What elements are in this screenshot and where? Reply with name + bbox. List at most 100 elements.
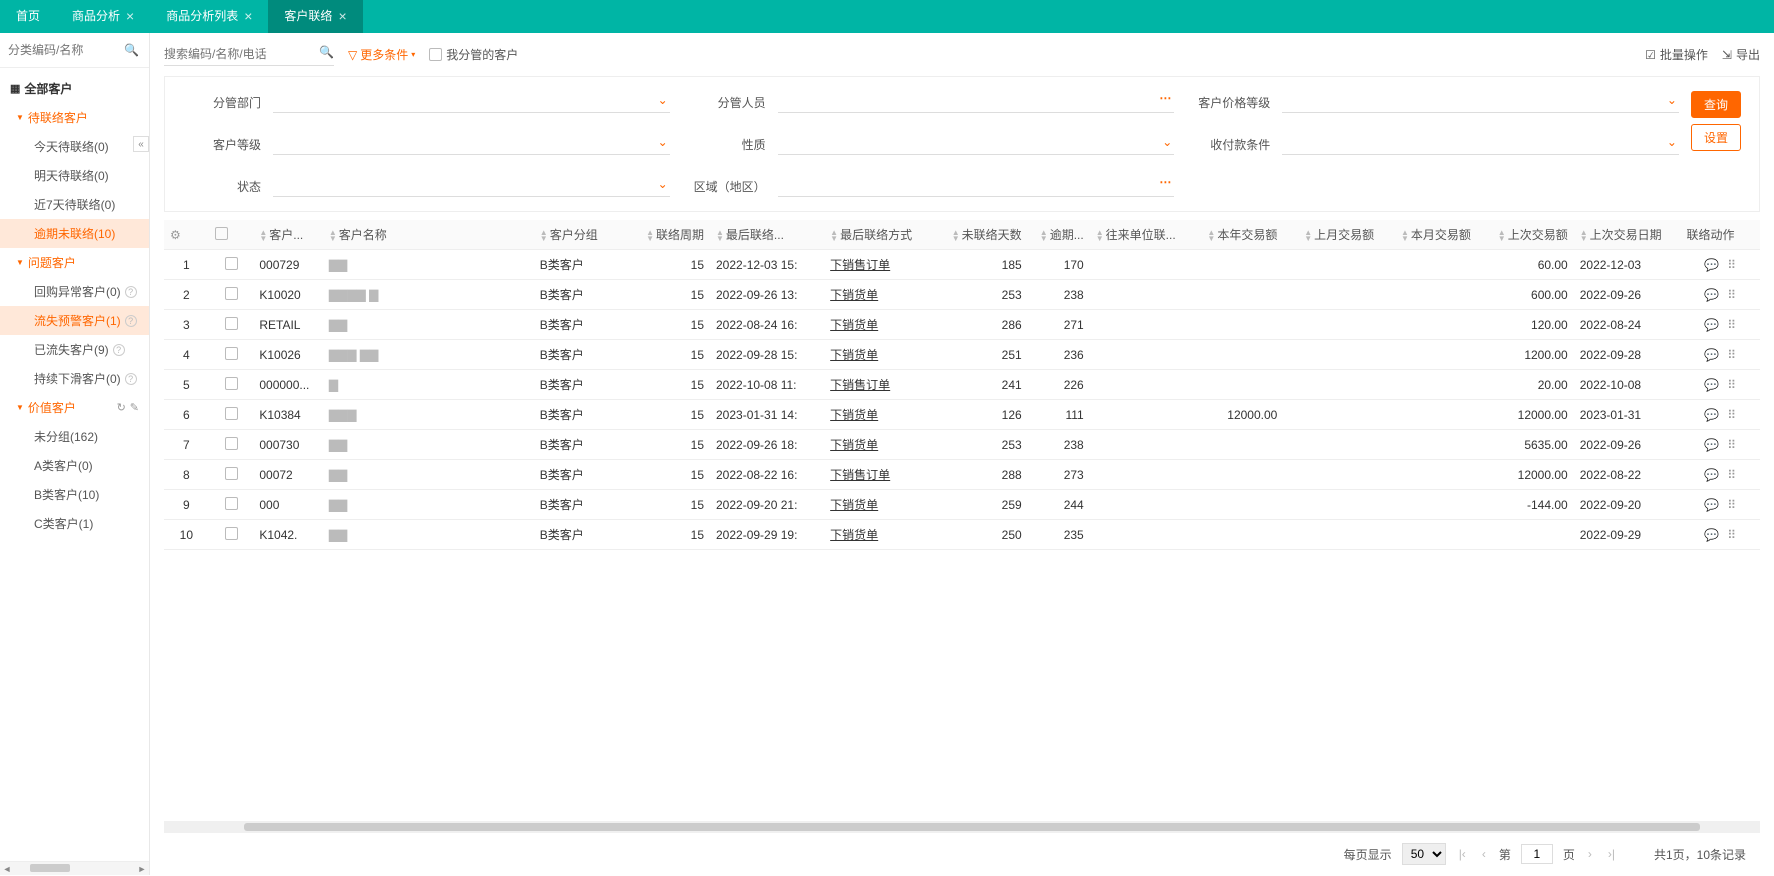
help-icon[interactable]: ? [125,286,137,298]
col-header-unit[interactable]: ▲▼往来单位联... [1090,220,1187,250]
row-checkbox[interactable] [209,490,254,520]
help-icon[interactable]: ? [113,344,125,356]
gear-icon[interactable]: ⚙ [170,228,181,242]
col-header-group[interactable]: ▲▼客户分组 [534,220,621,250]
filter-input[interactable]: ⋯ [778,91,1175,113]
table-row[interactable]: 5 000000... ▇ B类客户 15 2022-10-08 11: 下销售… [164,370,1760,400]
tree-item-1-2[interactable]: 已流失客户(9)? [0,335,149,364]
table-row[interactable]: 4 K10026 ▇▇▇ ▇▇ B类客户 15 2022-09-28 15: 下… [164,340,1760,370]
tree-item-2-2[interactable]: B类客户(10) [0,480,149,509]
close-icon[interactable]: × [126,0,134,33]
tree-group-1[interactable]: ▼问题客户 [0,248,149,277]
collapse-sidebar-button[interactable]: « [133,136,149,152]
filter-input[interactable]: ⌄ [1282,133,1679,155]
close-icon[interactable]: × [244,0,252,33]
more-icon[interactable]: ⠿ [1727,498,1736,512]
col-header-last_time[interactable]: ▲▼最后联络... [710,220,824,250]
cell-last-way[interactable]: 下销货单 [824,430,938,460]
sidebar-scrollbar[interactable]: ◄ ► [0,861,149,875]
chevron-down-icon[interactable]: ⌄ [1667,135,1677,149]
refresh-icon[interactable]: ↻ [117,401,126,414]
tree-item-0-0[interactable]: 今天待联络(0) [0,132,149,161]
chat-icon[interactable]: 💬 [1704,528,1719,542]
table-row[interactable]: 2 K10020 ▇▇▇▇ ▇ B类客户 15 2022-09-26 13: 下… [164,280,1760,310]
scroll-left-icon[interactable]: ◄ [0,862,14,876]
first-page-button[interactable]: |‹ [1456,847,1469,861]
batch-operation-button[interactable]: ☑ 批量操作 [1645,46,1708,63]
search-icon[interactable]: 🔍 [124,43,139,57]
per-page-select[interactable]: 50 [1402,843,1446,865]
col-header-name[interactable]: ▲▼客户名称 [323,220,534,250]
more-icon[interactable]: ⠿ [1727,348,1736,362]
row-checkbox[interactable] [209,520,254,550]
more-icon[interactable]: ⠿ [1727,408,1736,422]
col-header-days[interactable]: ▲▼未联络天数 [938,220,1027,250]
filter-input[interactable]: ⋯ [778,175,1175,197]
settings-button[interactable]: 设置 [1691,124,1741,151]
chat-icon[interactable]: 💬 [1704,438,1719,452]
col-header-overdue[interactable]: ▲▼逾期... [1028,220,1090,250]
my-customers-checkbox[interactable]: 我分管的客户 [429,46,518,63]
filter-input[interactable]: ⌄ [778,133,1175,155]
tree-item-1-0[interactable]: 回购异常客户(0)? [0,277,149,306]
row-checkbox[interactable] [209,250,254,280]
checkbox-icon[interactable] [215,227,228,240]
row-checkbox[interactable] [209,430,254,460]
close-icon[interactable]: × [338,0,346,33]
table-row[interactable]: 6 K10384 ▇▇▇ B类客户 15 2023-01-31 14: 下销货单… [164,400,1760,430]
col-header-last_way[interactable]: ▲▼最后联络方式 [824,220,938,250]
table-row[interactable]: 7 000730 ▇▇ B类客户 15 2022-09-26 18: 下销货单 … [164,430,1760,460]
tree-item-0-3[interactable]: 逾期未联络(10) [0,219,149,248]
cell-last-way[interactable]: 下销货单 [824,490,938,520]
next-page-button[interactable]: › [1585,847,1595,861]
row-checkbox[interactable] [209,340,254,370]
chevron-down-icon[interactable]: ⌄ [658,177,668,191]
chat-icon[interactable]: 💬 [1704,288,1719,302]
filter-input[interactable]: ⌄ [273,175,670,197]
tree-group-2[interactable]: ▼价值客户↻✎ [0,393,149,422]
query-button[interactable]: 查询 [1691,91,1741,118]
filter-input[interactable]: ⌄ [1282,91,1679,113]
sidebar-search-input[interactable] [8,43,141,57]
export-button[interactable]: ⇲ 导出 [1722,46,1760,63]
filter-input[interactable]: ⌄ [273,133,670,155]
chat-icon[interactable]: 💬 [1704,348,1719,362]
more-icon[interactable]: ⠿ [1727,528,1736,542]
more-icon[interactable]: ⠿ [1727,318,1736,332]
chevron-down-icon[interactable]: ⌄ [1667,93,1677,107]
more-icon[interactable]: ⋯ [1159,91,1172,105]
row-checkbox[interactable] [209,400,254,430]
table-row[interactable]: 8 00072 ▇▇ B类客户 15 2022-08-22 16: 下销售订单 … [164,460,1760,490]
tree-item-0-2[interactable]: 近7天待联络(0) [0,190,149,219]
more-icon[interactable]: ⠿ [1727,258,1736,272]
search-icon[interactable]: 🔍 [319,45,334,59]
prev-page-button[interactable]: ‹ [1479,847,1489,861]
cell-last-way[interactable]: 下销货单 [824,340,938,370]
col-header-code[interactable]: ▲▼客户... [253,220,322,250]
more-conditions-link[interactable]: ▽ 更多条件 ▾ [348,46,415,63]
cell-last-way[interactable]: 下销货单 [824,280,938,310]
table-row[interactable]: 1 000729 ▇▇ B类客户 15 2022-12-03 15: 下销售订单… [164,250,1760,280]
cell-last-way[interactable]: 下销货单 [824,520,938,550]
cell-last-way[interactable]: 下销售订单 [824,250,938,280]
tree-item-1-3[interactable]: 持续下滑客户(0)? [0,364,149,393]
more-icon[interactable]: ⠿ [1727,468,1736,482]
col-header-cycle[interactable]: ▲▼联络周期 [621,220,710,250]
tree-item-0-1[interactable]: 明天待联络(0) [0,161,149,190]
col-header-year_amt[interactable]: ▲▼本年交易额 [1187,220,1284,250]
tree-item-1-1[interactable]: 流失预警客户(1)? [0,306,149,335]
col-header-last_date[interactable]: ▲▼上次交易日期 [1574,220,1681,250]
chevron-down-icon[interactable]: ⌄ [658,93,668,107]
scroll-thumb[interactable] [244,823,1700,831]
chat-icon[interactable]: 💬 [1704,318,1719,332]
filter-input[interactable]: ⌄ [273,91,670,113]
more-icon[interactable]: ⠿ [1727,438,1736,452]
tab-0[interactable]: 首页 [0,0,56,33]
cell-last-way[interactable]: 下销售订单 [824,460,938,490]
tree-item-2-0[interactable]: 未分组(162) [0,422,149,451]
col-header-lastm_amt[interactable]: ▲▼上月交易额 [1283,220,1380,250]
chat-icon[interactable]: 💬 [1704,498,1719,512]
col-header-last_amt[interactable]: ▲▼上次交易额 [1477,220,1574,250]
tab-1[interactable]: 商品分析× [56,0,150,33]
table-row[interactable]: 3 RETAIL ▇▇ B类客户 15 2022-08-24 16: 下销货单 … [164,310,1760,340]
